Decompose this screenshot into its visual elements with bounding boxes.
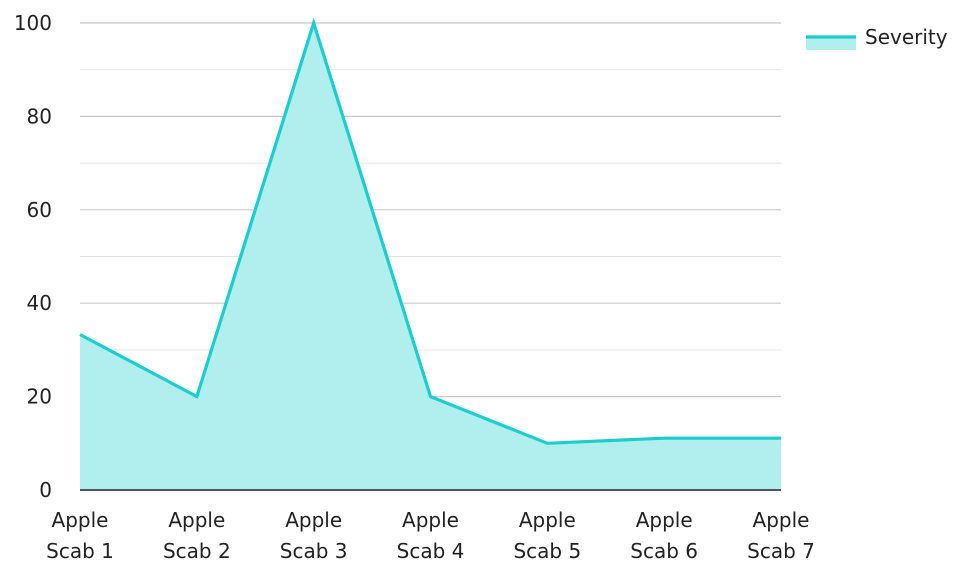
x-tick-label: Apple Scab 5	[513, 508, 581, 562]
legend-swatch-fill	[806, 37, 856, 50]
severity-line	[79, 17, 781, 445]
x-tick-label: Apple Scab 2	[163, 508, 231, 562]
y-tick-label: 20	[27, 385, 52, 409]
x-tick-label: Apple Scab 4	[397, 508, 465, 562]
y-axis-ticks: 0 20 40 60 80 100	[14, 11, 52, 502]
x-tick-label: Apple Scab 3	[280, 508, 348, 562]
y-tick-label: 40	[27, 291, 52, 315]
area-layer	[79, 17, 782, 490]
x-axis-ticks: Apple Scab 1 Apple Scab 2 Apple Scab 3 Apple Sc…	[46, 508, 815, 562]
x-tick-label: Apple Scab 6	[630, 508, 698, 562]
legend-label-severity: Severity	[865, 25, 948, 49]
y-tick-label: 60	[27, 198, 52, 222]
legend: Severity	[806, 25, 948, 50]
gridlines	[80, 22, 781, 444]
y-tick-label: 100	[14, 11, 52, 35]
x-tick-label: Apple Scab 7	[747, 508, 815, 562]
x-tick-label: Apple Scab 1	[46, 508, 114, 562]
y-tick-label: 80	[27, 104, 52, 128]
y-tick-label: 0	[39, 478, 52, 502]
severity-area-fill	[80, 23, 781, 490]
